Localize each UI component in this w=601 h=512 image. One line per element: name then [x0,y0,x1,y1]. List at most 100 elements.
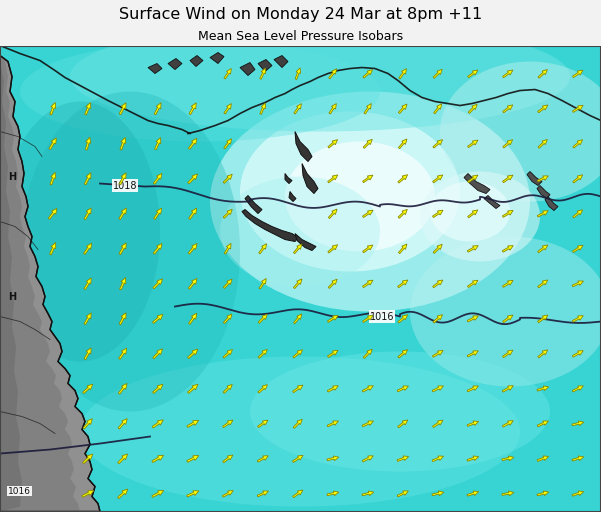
FancyArrow shape [85,137,91,150]
FancyArrow shape [189,208,197,220]
Ellipse shape [240,112,460,271]
FancyArrow shape [154,208,162,220]
FancyArrow shape [362,315,373,323]
Polygon shape [258,59,272,72]
FancyArrow shape [50,243,56,255]
FancyArrow shape [223,350,233,358]
FancyArrow shape [468,104,477,114]
FancyArrow shape [328,245,338,253]
FancyArrow shape [328,315,338,323]
FancyArrow shape [537,211,548,217]
Ellipse shape [210,92,530,311]
FancyArrow shape [223,209,233,218]
FancyArrow shape [118,489,128,499]
Polygon shape [464,174,490,194]
FancyArrow shape [119,313,126,325]
FancyArrow shape [223,279,232,288]
FancyArrow shape [538,139,548,148]
Ellipse shape [20,41,380,141]
FancyArrow shape [362,421,373,427]
FancyArrow shape [502,491,514,496]
FancyArrow shape [118,454,127,464]
FancyArrow shape [467,491,479,496]
FancyArrow shape [537,456,549,461]
FancyArrow shape [537,176,548,182]
FancyArrow shape [397,386,409,392]
FancyArrow shape [398,350,407,358]
FancyArrow shape [362,386,373,392]
Ellipse shape [0,101,160,361]
FancyArrow shape [293,350,302,358]
Ellipse shape [20,92,240,412]
FancyArrow shape [293,455,303,462]
FancyArrow shape [467,456,478,461]
Polygon shape [148,63,162,74]
Polygon shape [285,174,292,183]
FancyArrow shape [537,421,549,427]
FancyArrow shape [538,350,548,358]
FancyArrow shape [118,419,127,429]
FancyArrow shape [502,175,513,183]
FancyArrow shape [362,280,373,288]
FancyArrow shape [84,313,91,325]
FancyArrow shape [222,455,233,463]
FancyArrow shape [293,244,302,253]
FancyArrow shape [467,316,478,322]
FancyArrow shape [153,349,162,359]
FancyArrow shape [50,102,56,115]
FancyArrow shape [573,175,583,183]
FancyArrow shape [224,139,231,149]
Text: 1018: 1018 [113,181,137,190]
FancyArrow shape [119,103,126,115]
FancyArrow shape [468,175,478,183]
FancyArrow shape [152,490,163,497]
FancyArrow shape [153,314,163,324]
Polygon shape [537,185,550,199]
FancyArrow shape [433,420,443,428]
Polygon shape [295,233,316,250]
FancyArrow shape [187,456,199,462]
FancyArrow shape [362,210,373,218]
Polygon shape [0,46,22,511]
FancyArrow shape [188,279,197,289]
FancyArrow shape [224,314,232,324]
FancyArrow shape [399,69,406,79]
FancyArrow shape [398,280,408,288]
Polygon shape [240,62,255,76]
Text: H: H [8,291,16,302]
FancyArrow shape [154,138,161,150]
FancyArrow shape [223,174,232,183]
FancyArrow shape [398,104,407,114]
FancyArrow shape [327,421,338,427]
FancyArrow shape [362,456,373,462]
FancyArrow shape [293,419,302,429]
FancyArrow shape [502,386,513,392]
FancyArrow shape [153,174,162,184]
FancyArrow shape [153,279,162,289]
Polygon shape [295,132,312,161]
FancyArrow shape [327,491,339,496]
FancyArrow shape [398,315,407,323]
FancyArrow shape [573,140,582,148]
FancyArrow shape [82,384,93,394]
FancyArrow shape [188,244,197,254]
Polygon shape [190,55,203,67]
Polygon shape [0,46,80,511]
FancyArrow shape [50,173,56,185]
FancyArrow shape [328,209,337,219]
Polygon shape [245,196,262,214]
FancyArrow shape [188,385,198,393]
FancyArrow shape [502,456,514,461]
FancyArrow shape [329,69,337,79]
FancyArrow shape [223,385,233,393]
FancyArrow shape [468,210,478,218]
Ellipse shape [220,177,380,287]
FancyArrow shape [327,456,339,461]
FancyArrow shape [152,455,163,462]
FancyArrow shape [260,68,266,79]
FancyArrow shape [187,490,199,497]
FancyArrow shape [538,280,548,288]
FancyArrow shape [433,69,442,78]
FancyArrow shape [572,456,584,461]
FancyArrow shape [538,315,548,323]
